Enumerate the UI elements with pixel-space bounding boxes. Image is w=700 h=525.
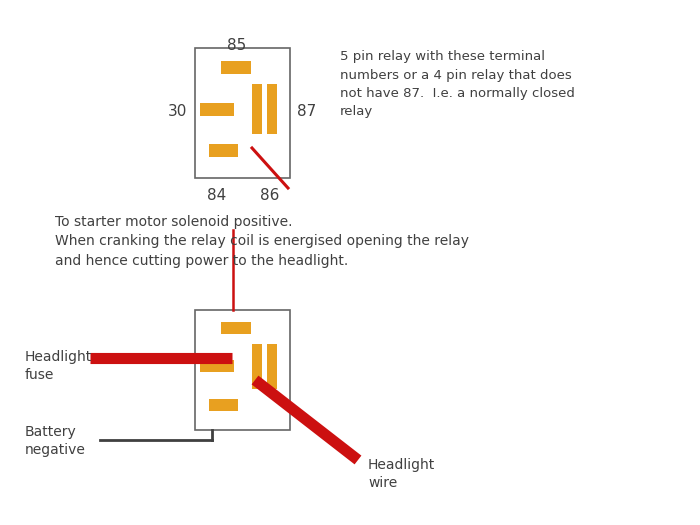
Text: 5 pin relay with these terminal
numbers or a 4 pin relay that does
not have 87. : 5 pin relay with these terminal numbers … [340,50,575,119]
Bar [252,85,262,134]
Bar [195,310,290,430]
Text: 86: 86 [260,188,280,203]
Bar [267,343,276,389]
Bar [199,102,234,116]
Text: 84: 84 [207,188,227,203]
Bar [195,48,290,178]
Bar [209,144,238,157]
Bar [209,399,238,411]
Text: 30: 30 [167,104,187,120]
Text: Headlight
wire: Headlight wire [368,458,435,490]
Bar [267,85,276,134]
Text: Battery
negative: Battery negative [25,425,86,457]
Text: Headlight
fuse: Headlight fuse [25,350,92,382]
Text: 85: 85 [228,38,246,53]
Text: To starter motor solenoid positive.
When cranking the relay coil is energised op: To starter motor solenoid positive. When… [55,215,469,268]
Bar [199,360,234,372]
Text: 87: 87 [297,104,316,120]
Bar [220,61,251,74]
Bar [252,343,262,389]
Bar [220,322,251,334]
